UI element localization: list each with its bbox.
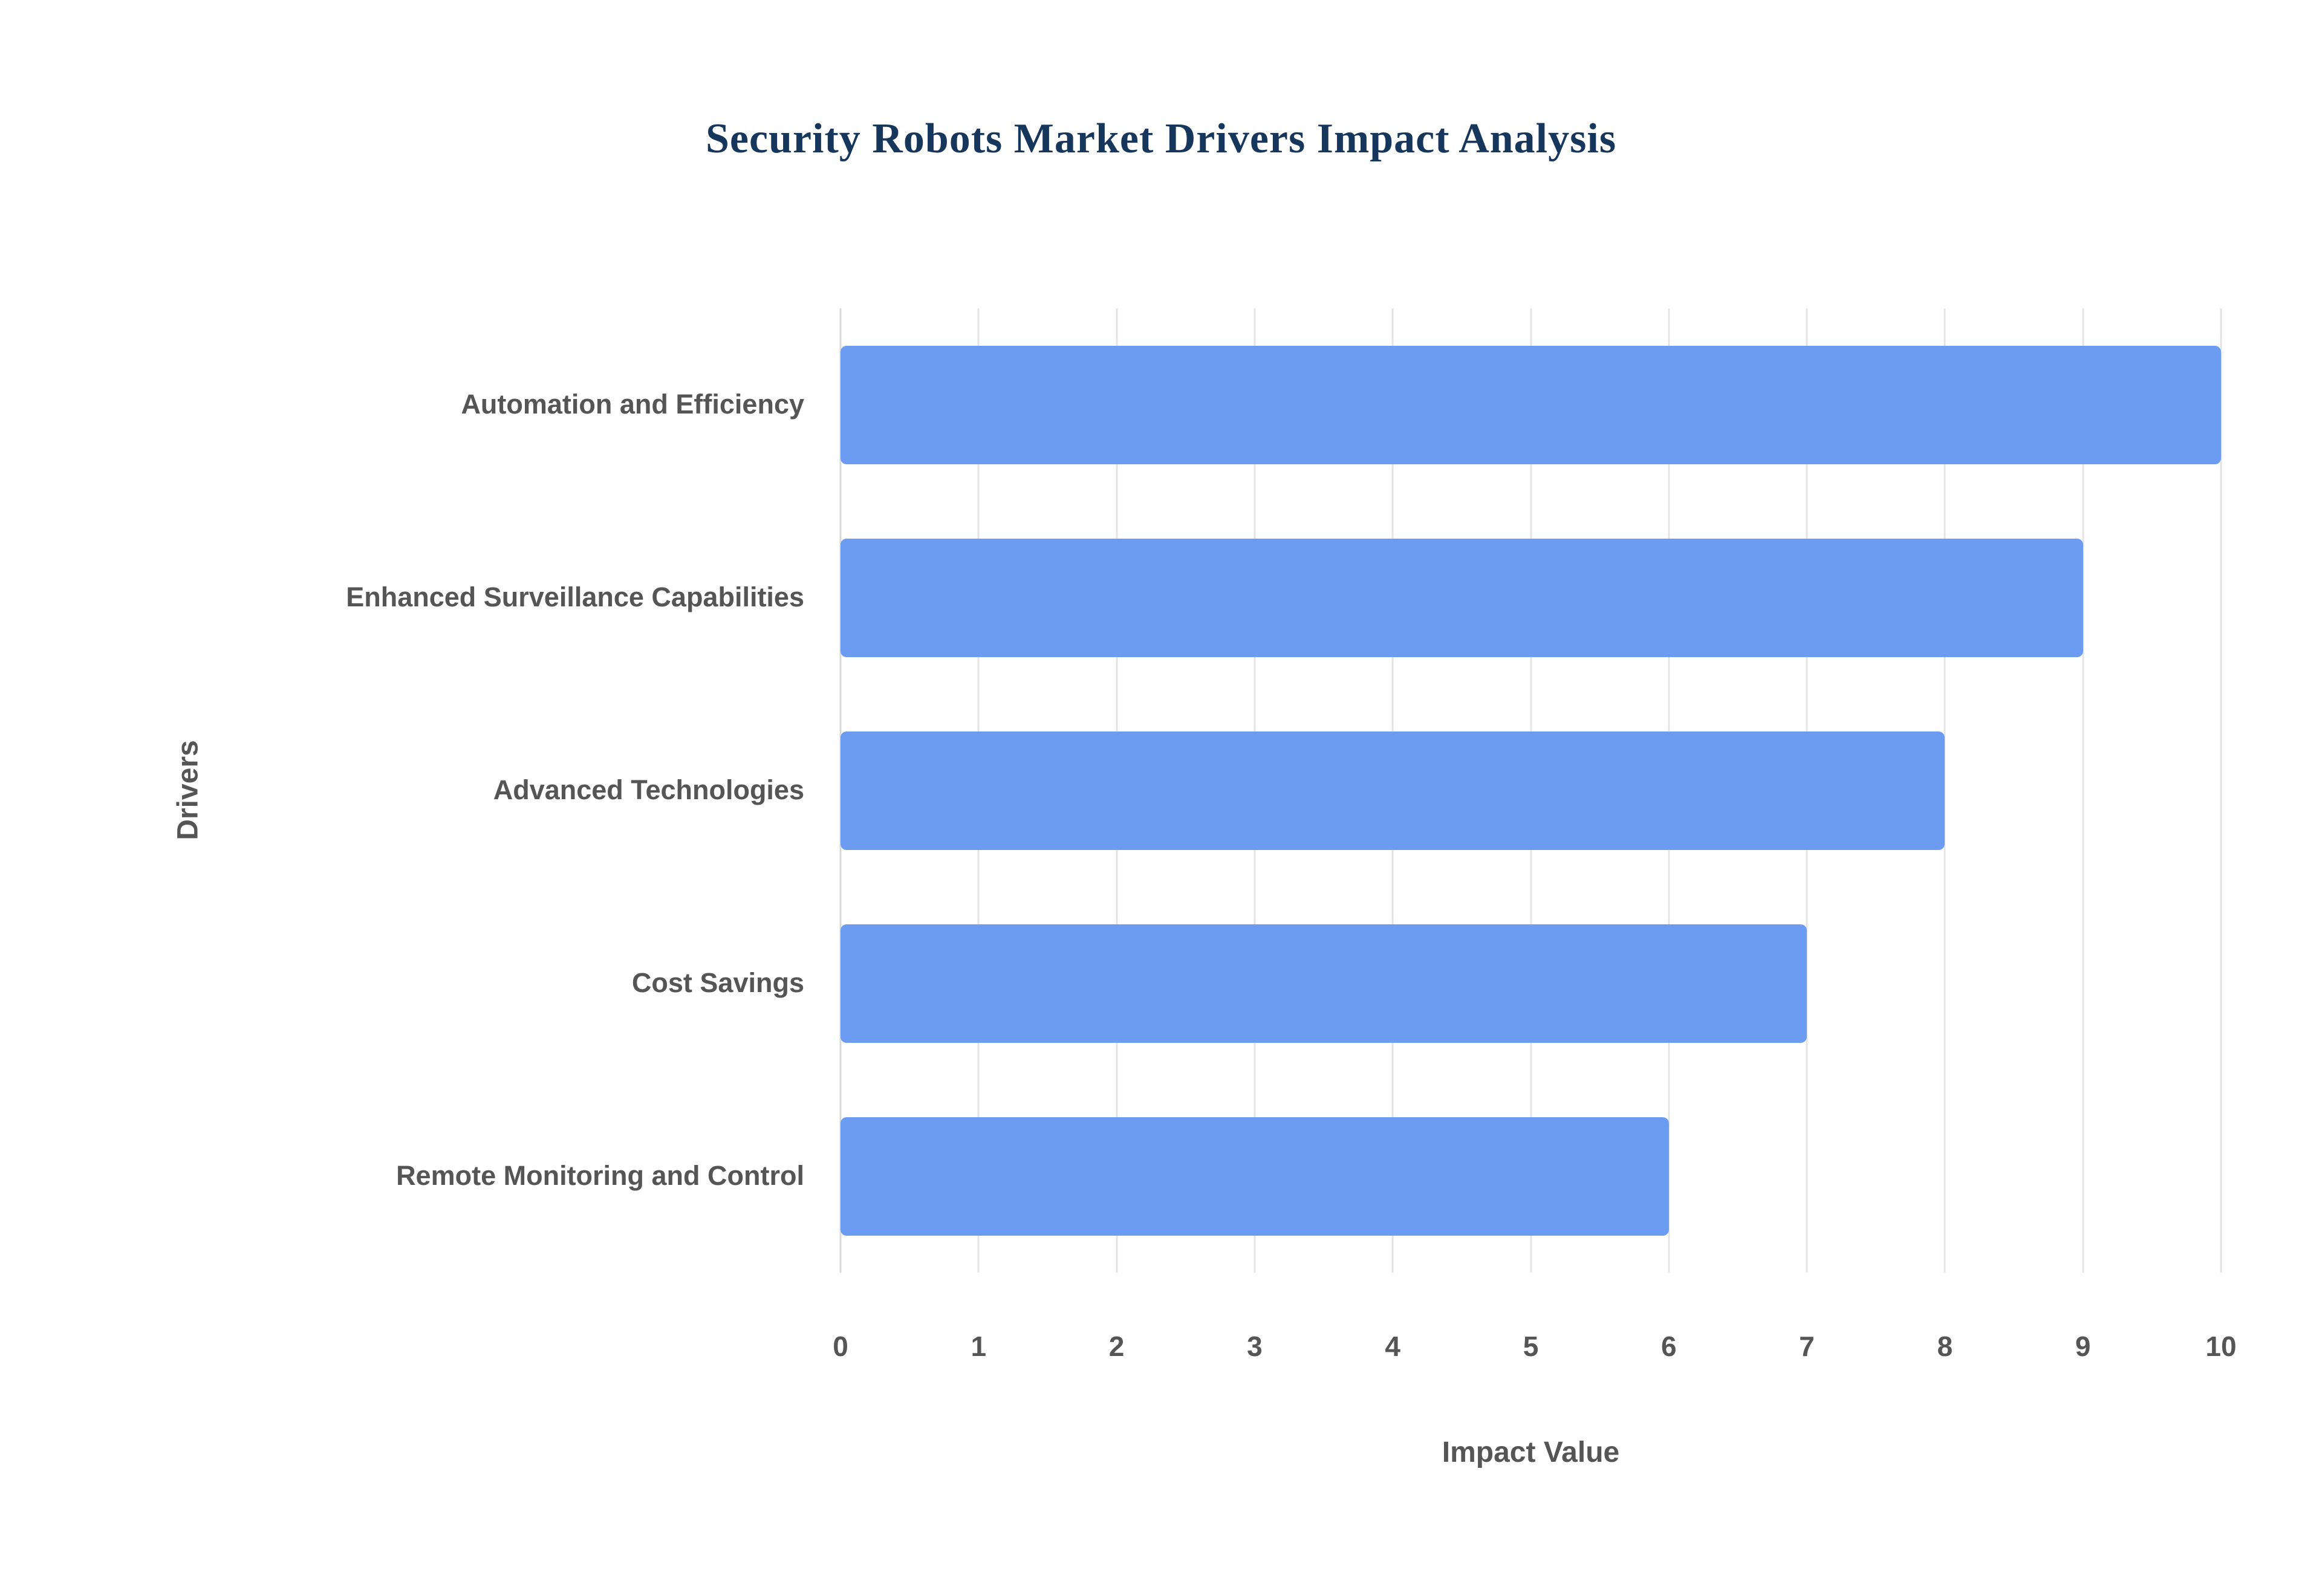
category-label: Remote Monitoring and Control: [396, 1160, 804, 1192]
category-label: Advanced Technologies: [493, 774, 804, 806]
category-label: Automation and Efficiency: [461, 389, 804, 420]
x-tick-label: 6: [1661, 1331, 1677, 1362]
category-label: Cost Savings: [631, 967, 804, 999]
x-tick-label: 9: [2075, 1331, 2091, 1362]
x-tick-label: 1: [971, 1331, 987, 1362]
chart-title: Security Robots Market Drivers Impact An…: [705, 115, 1617, 162]
bar[interactable]: [841, 731, 1945, 850]
x-axis-title: Impact Value: [1442, 1436, 1620, 1468]
x-tick-label: 0: [833, 1331, 848, 1362]
plot-area: [839, 308, 2222, 1273]
x-tick-label: 4: [1385, 1331, 1400, 1362]
x-tick-label: 8: [1937, 1331, 1953, 1362]
category-label: Enhanced Surveillance Capabilities: [346, 582, 804, 613]
gridline: [2082, 308, 2084, 1273]
x-tick-label: 5: [1523, 1331, 1539, 1362]
gridline: [2220, 308, 2222, 1273]
x-tick-label: 3: [1247, 1331, 1263, 1362]
x-tick-label: 2: [1108, 1331, 1125, 1362]
y-axis-category-labels: Automation and Efficiency Enhanced Survei…: [0, 308, 804, 1273]
x-axis-ticks: 0 1 2 3 4 5 6 7 8 9 10: [833, 1330, 2236, 1372]
x-tick-label: 10: [2205, 1331, 2237, 1362]
bar[interactable]: [841, 538, 2083, 657]
bar[interactable]: [841, 924, 1807, 1043]
gridline: [1943, 308, 1946, 1273]
x-tick-label: 7: [1799, 1331, 1815, 1362]
bar[interactable]: [841, 1117, 1669, 1236]
bar[interactable]: [841, 345, 2221, 464]
